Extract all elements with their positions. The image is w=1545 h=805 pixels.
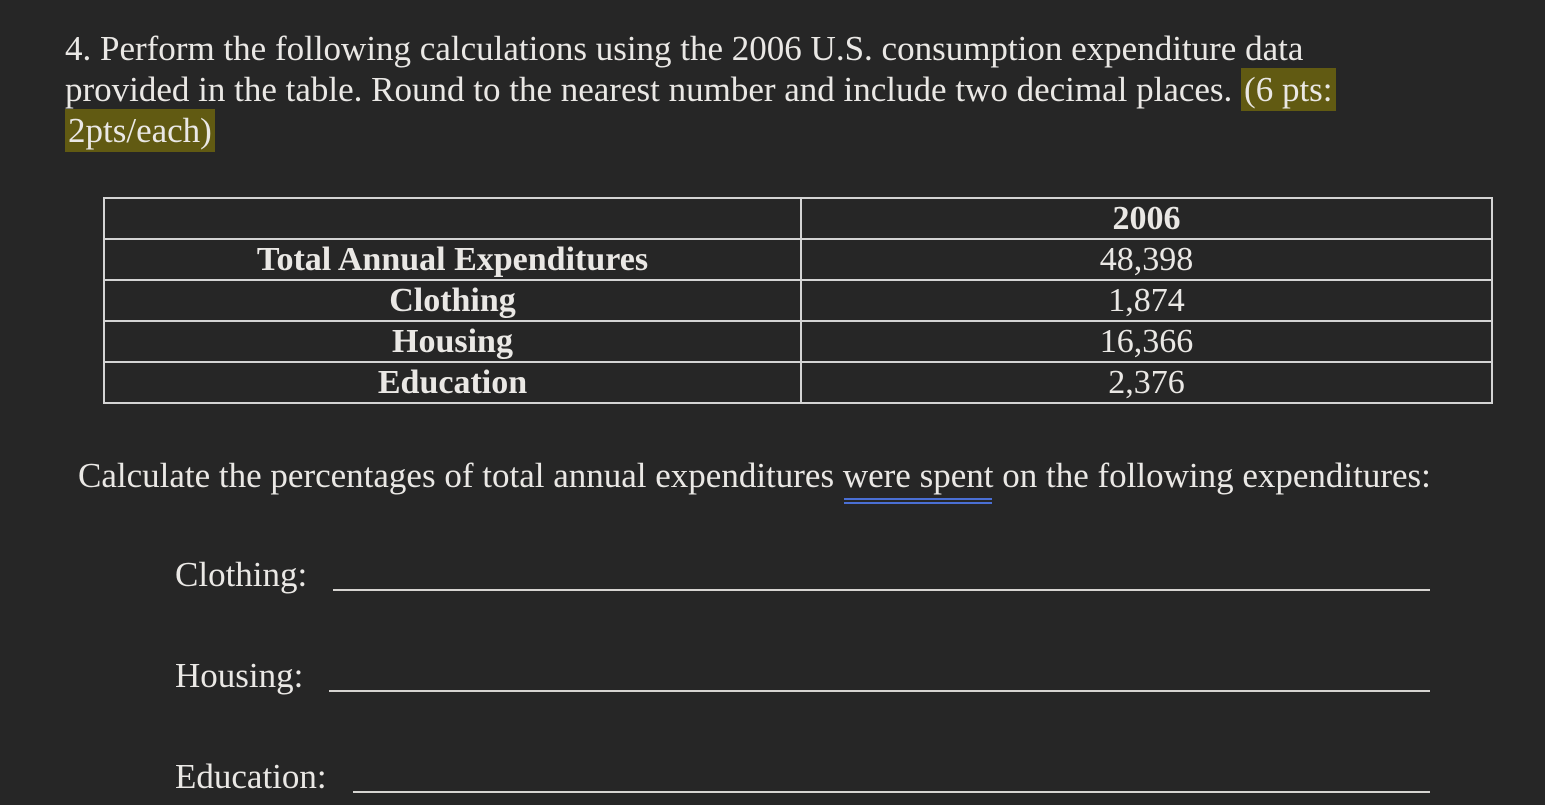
header-empty-cell [103, 197, 802, 240]
table-header-row: 2006 [103, 197, 1493, 240]
answer-blank-clothing[interactable] [333, 589, 1430, 591]
answer-row-clothing: Clothing: [175, 545, 1430, 597]
instruction-line: Calculate the percentages of total annua… [78, 455, 1498, 496]
row-value-education: 2,376 [800, 361, 1493, 404]
row-label-education: Education [103, 361, 802, 404]
answer-blank-education[interactable] [352, 791, 1430, 793]
grammar-flagged-text: were spent [842, 456, 994, 495]
answer-label-education: Education: [175, 757, 327, 796]
table-row: Total Annual Expenditures 48,398 [103, 238, 1493, 281]
table-row: Education 2,376 [103, 361, 1493, 404]
table-row: Housing 16,366 [103, 320, 1493, 363]
question-paragraph: 4. Perform the following calculations us… [65, 28, 1400, 152]
row-value-total: 48,398 [800, 238, 1493, 281]
table-row: Clothing 1,874 [103, 279, 1493, 322]
row-label-total: Total Annual Expenditures [103, 238, 802, 281]
answer-row-education: Education: [175, 747, 1430, 799]
row-value-housing: 16,366 [800, 320, 1493, 363]
header-year-cell: 2006 [800, 197, 1493, 240]
answer-label-clothing: Clothing: [175, 555, 308, 594]
instruction-text-after: on the following expenditures: [993, 456, 1431, 495]
answer-label-housing: Housing: [175, 656, 304, 695]
answer-blank-housing[interactable] [329, 690, 1430, 692]
row-value-clothing: 1,874 [800, 279, 1493, 322]
row-label-clothing: Clothing [103, 279, 802, 322]
question-text: 4. Perform the following calculations us… [65, 29, 1304, 109]
instruction-text-before: Calculate the percentages of total annua… [78, 456, 843, 495]
row-label-housing: Housing [103, 320, 802, 363]
expenditure-table: 2006 Total Annual Expenditures 48,398 Cl… [103, 197, 1493, 404]
answer-row-housing: Housing: [175, 646, 1430, 698]
